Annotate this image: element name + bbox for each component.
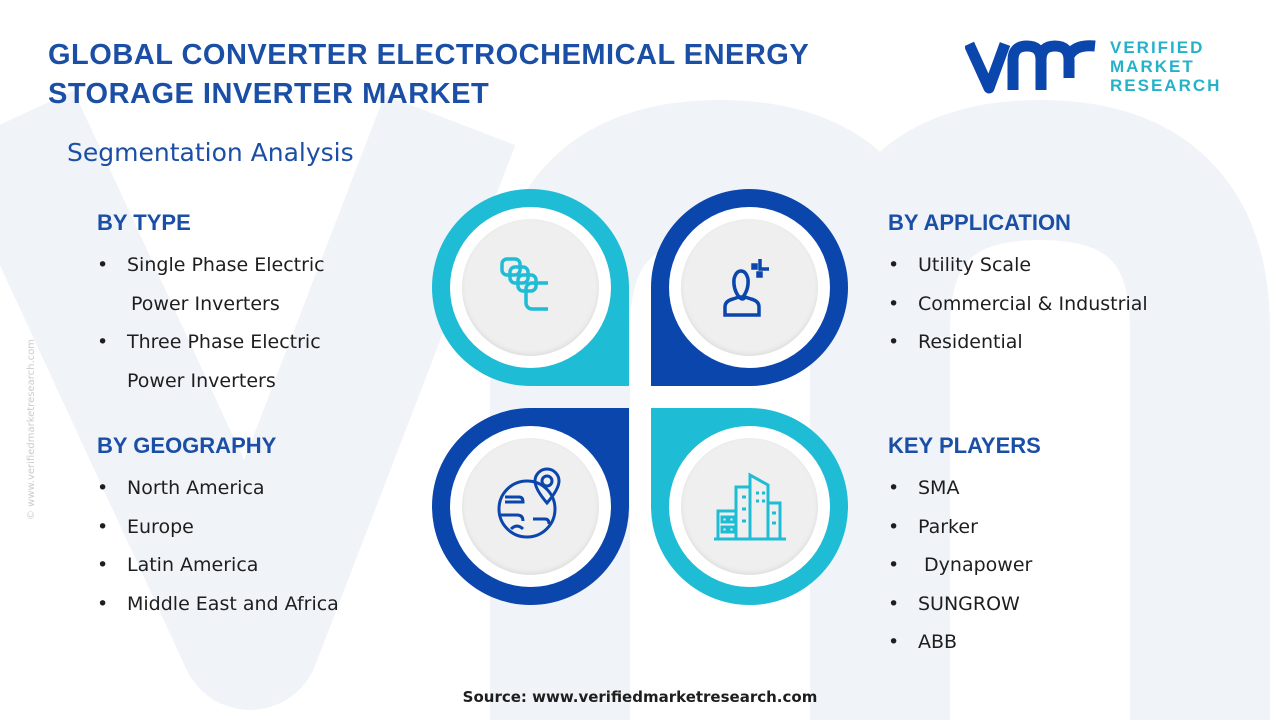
list-item: Europe [97,508,339,547]
list-item: Dynapower [888,546,1041,585]
list-item: Single Phase Electric [97,246,325,285]
subtitle: Segmentation Analysis [67,138,354,167]
section-by-application: BY APPLICATION Utility Scale Commercial … [888,210,1148,362]
list-item: Parker [888,508,1041,547]
stacked-cards-icon [499,256,548,311]
logo-text: RESEARCH [1110,75,1222,95]
title-line: STORAGE INVERTER MARKET [48,78,490,110]
list-item: Power Inverters [127,369,276,392]
page-title: GLOBAL CONVERTER ELECTROCHEMICAL ENERGY … [48,36,809,114]
list-item: SUNGROW [888,585,1041,624]
list-item: Three Phase Electric [97,323,325,362]
section-heading: BY GEOGRAPHY [97,433,277,458]
buildings-icon [713,471,786,540]
globe-pin-icon [497,467,561,538]
list-item: ABB [888,623,1041,662]
vmr-logo-icon [965,40,1096,94]
type-petal [432,189,629,386]
section-heading: BY TYPE [97,210,191,235]
list-item: Latin America [97,546,339,585]
source-footer: Source: www.verifiedmarketresearch.com [462,688,818,706]
section-heading: BY APPLICATION [888,210,1071,235]
logo-text: MARKET [1110,56,1195,76]
logo: VERIFIED MARKET RESEARCH [965,36,1221,96]
person-icon [722,258,769,317]
application-petal [651,189,848,386]
list-item: SMA [888,469,1041,508]
section-key-players: KEY PLAYERS SMA Parker Dynapower SUNGROW… [888,433,1041,662]
list-item: Commercial & Industrial [888,285,1148,324]
side-watermark: © www.verifiedmarketresearch.com [26,338,37,520]
section-by-geography: BY GEOGRAPHY North America Europe Latin … [97,433,339,623]
list-item: Middle East and Africa [97,585,339,624]
list-item: Power Inverters [131,292,280,315]
players-petal [651,408,848,605]
list-item: Residential [888,323,1148,362]
section-by-type: BY TYPE Single Phase Electric Power Inve… [97,210,325,400]
logo-text: VERIFIED [1110,37,1205,57]
geography-petal [432,408,629,605]
section-heading: KEY PLAYERS [888,433,1041,458]
title-line: GLOBAL CONVERTER ELECTROCHEMICAL ENERGY [48,39,810,71]
list-item: North America [97,469,339,508]
list-item: Utility Scale [888,246,1148,285]
